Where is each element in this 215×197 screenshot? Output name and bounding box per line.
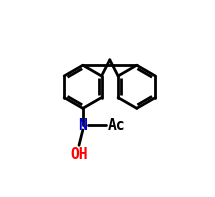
Text: N: N: [78, 118, 87, 133]
Text: OH: OH: [70, 147, 88, 162]
Text: Ac: Ac: [108, 118, 125, 133]
